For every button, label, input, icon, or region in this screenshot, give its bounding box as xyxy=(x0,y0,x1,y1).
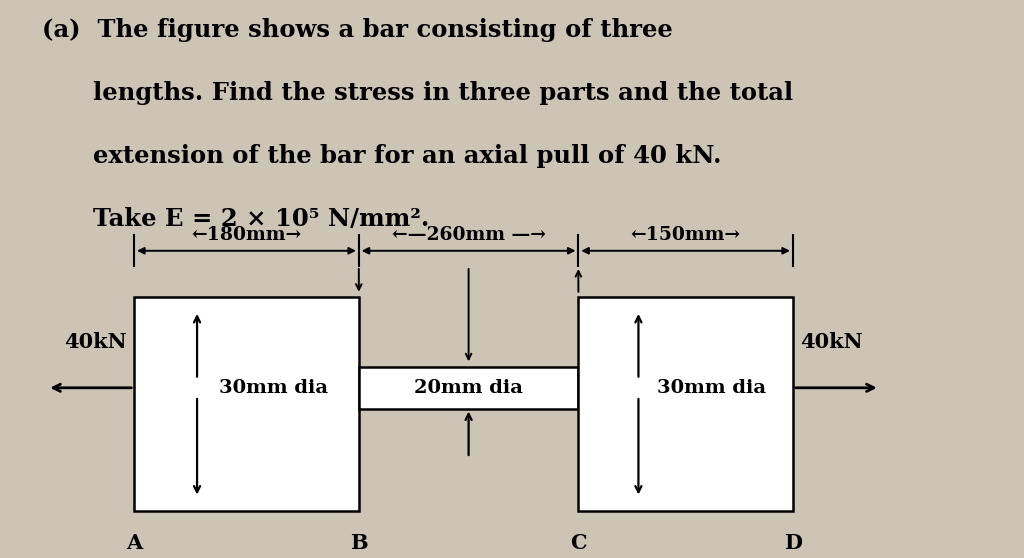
Bar xyxy=(358,367,579,408)
Text: 20mm dia: 20mm dia xyxy=(414,379,523,397)
Text: D: D xyxy=(783,533,802,553)
Text: ←—260mm —→: ←—260mm —→ xyxy=(391,226,546,244)
Text: 30mm dia: 30mm dia xyxy=(219,379,328,397)
Text: 30mm dia: 30mm dia xyxy=(656,379,766,397)
Bar xyxy=(134,297,358,511)
Text: ←180mm→: ←180mm→ xyxy=(191,226,302,244)
Text: A: A xyxy=(126,533,142,553)
Text: 40kN: 40kN xyxy=(801,332,863,352)
Text: B: B xyxy=(350,533,368,553)
Text: (a)  The figure shows a bar consisting of three: (a) The figure shows a bar consisting of… xyxy=(42,18,673,42)
Text: ←150mm→: ←150mm→ xyxy=(631,226,740,244)
Bar xyxy=(579,297,793,511)
Text: lengths. Find the stress in three parts and the total: lengths. Find the stress in three parts … xyxy=(42,81,794,105)
Text: extension of the bar for an axial pull of 40 kN.: extension of the bar for an axial pull o… xyxy=(42,144,722,168)
Text: 40kN: 40kN xyxy=(63,332,126,352)
Text: Take E = 2 × 10⁵ N/mm².: Take E = 2 × 10⁵ N/mm². xyxy=(42,207,430,231)
Text: C: C xyxy=(570,533,587,553)
